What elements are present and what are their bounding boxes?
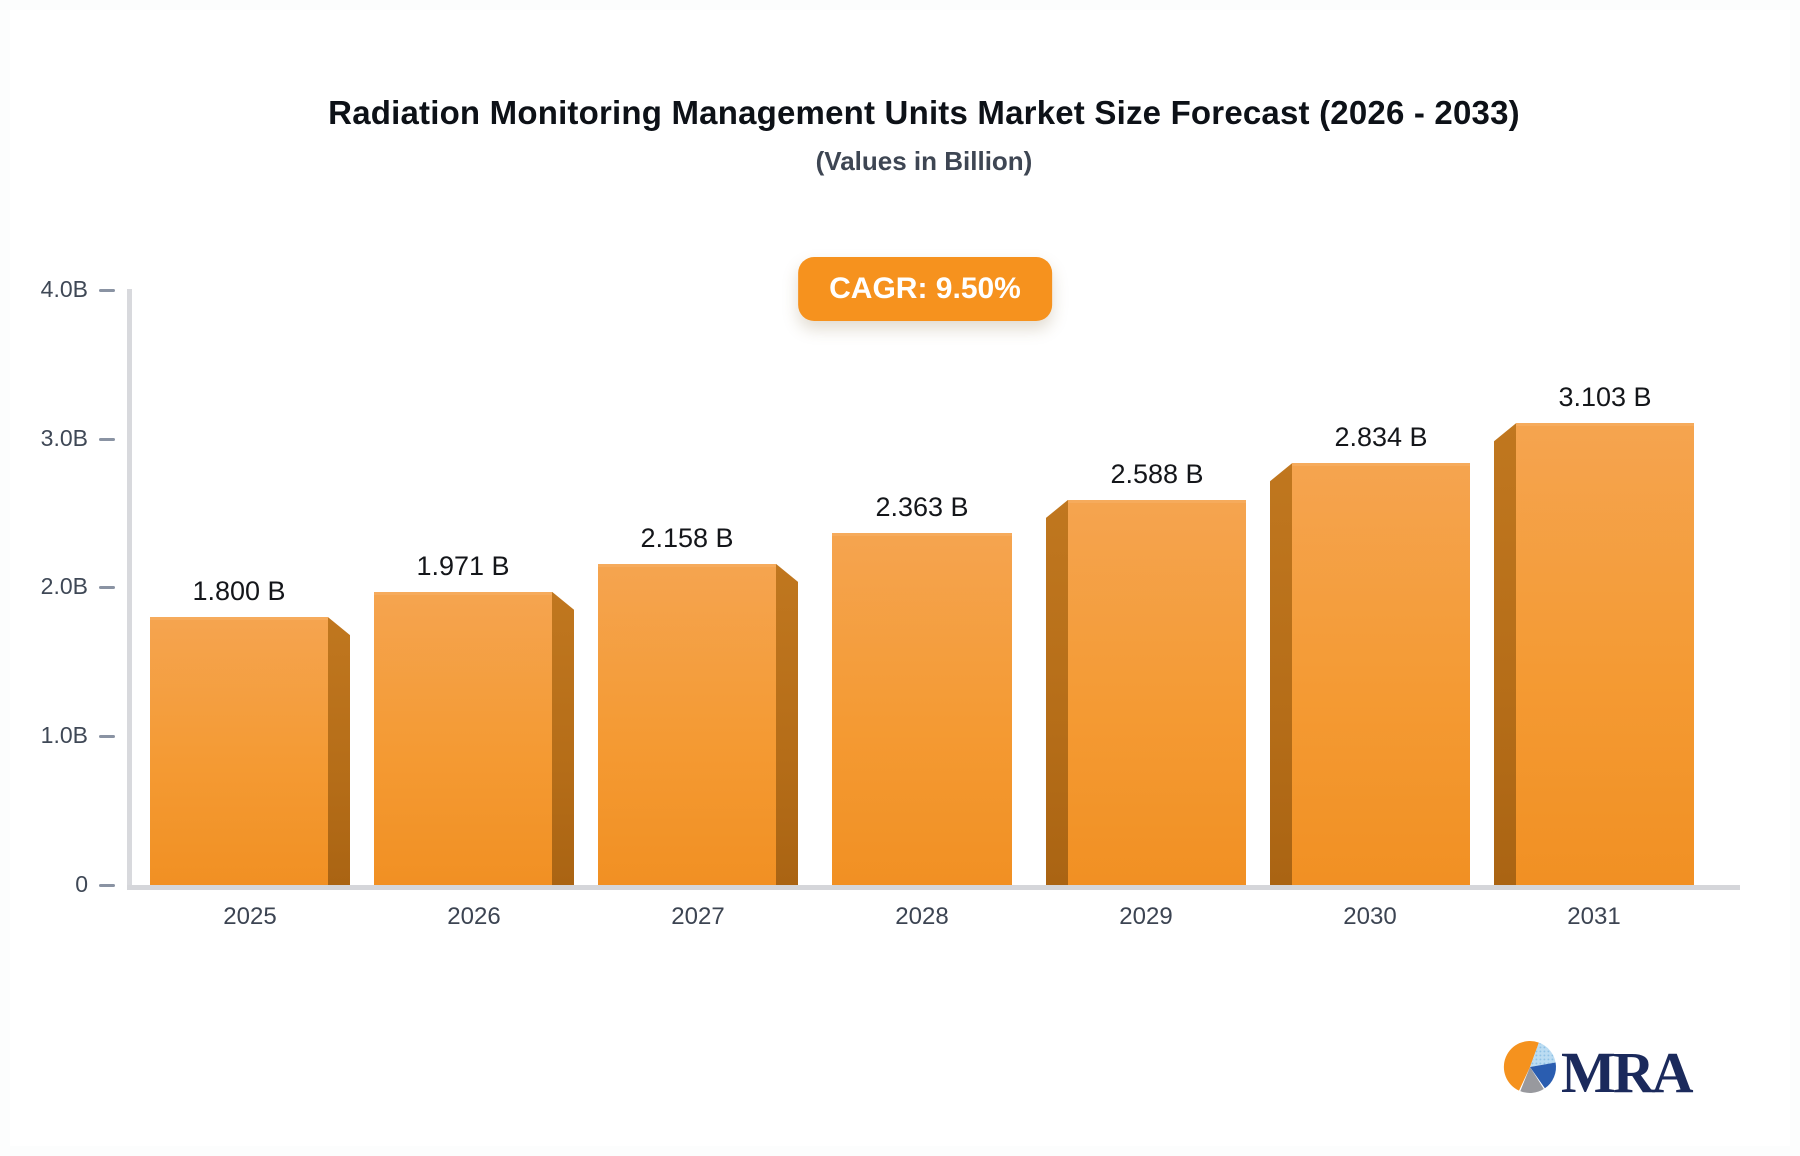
bar-3d-side	[328, 617, 350, 885]
x-axis-baseline	[127, 885, 1740, 890]
y-axis-tick-label: 0	[75, 871, 88, 897]
y-axis-tick	[99, 884, 115, 887]
bar-2025	[150, 617, 328, 885]
bar-2027	[598, 563, 776, 885]
bar-value-label: 1.800 B	[192, 576, 286, 607]
y-axis-tick	[99, 437, 115, 441]
bar-value-label: 3.103 B	[1558, 382, 1652, 413]
bar-2029	[1068, 499, 1246, 885]
mra-logo: MRA	[1503, 1040, 1697, 1104]
bar-3d-side	[1494, 423, 1516, 885]
y-axis-tick	[99, 586, 115, 590]
x-axis-label: 2026	[447, 903, 501, 930]
bar-value-label: 2.834 B	[1334, 422, 1428, 453]
y-axis-tick-label: 2.0B	[40, 573, 88, 600]
y-axis-tick-label: 4.0B	[40, 275, 88, 302]
x-axis-label: 2029	[1119, 903, 1173, 930]
y-axis-tick	[99, 735, 115, 739]
x-axis-label: 2025	[223, 903, 277, 930]
bar-2026	[374, 591, 552, 885]
bar-value-label: 2.363 B	[875, 492, 969, 523]
x-axis-label: 2027	[671, 903, 725, 930]
bar-2030	[1292, 463, 1470, 885]
chart-subtitle: (Values in Billion)	[815, 146, 1033, 176]
x-axis-label: 2028	[895, 903, 949, 930]
bar-value-label: 2.158 B	[640, 522, 734, 553]
bar-3d-side	[776, 563, 798, 885]
bar-3d-side	[1270, 463, 1292, 885]
x-axis-label: 2030	[1343, 903, 1397, 930]
bar-3d-side	[552, 591, 574, 885]
bar-2031	[1516, 423, 1694, 885]
chart-title: Radiation Monitoring Management Units Ma…	[328, 94, 1520, 131]
chart-header: Radiation Monitoring Management Units Ma…	[48, 0, 1800, 177]
logo-pie-icon	[1503, 1040, 1556, 1093]
y-axis-tick	[99, 288, 115, 292]
y-axis-tick-label: 1.0B	[40, 722, 88, 749]
x-axis-label: 2031	[1567, 903, 1621, 930]
bar-value-label: 1.971 B	[416, 550, 510, 581]
cagr-badge: CAGR: 9.50%	[798, 257, 1052, 321]
bar-3d-side	[1046, 499, 1068, 885]
logo-text: MRA	[1561, 1040, 1694, 1104]
bar-2028	[832, 533, 1012, 885]
y-axis-tick-label: 3.0B	[40, 424, 88, 451]
y-axis-line	[127, 289, 132, 889]
bar-value-label: 2.588 B	[1110, 458, 1204, 489]
